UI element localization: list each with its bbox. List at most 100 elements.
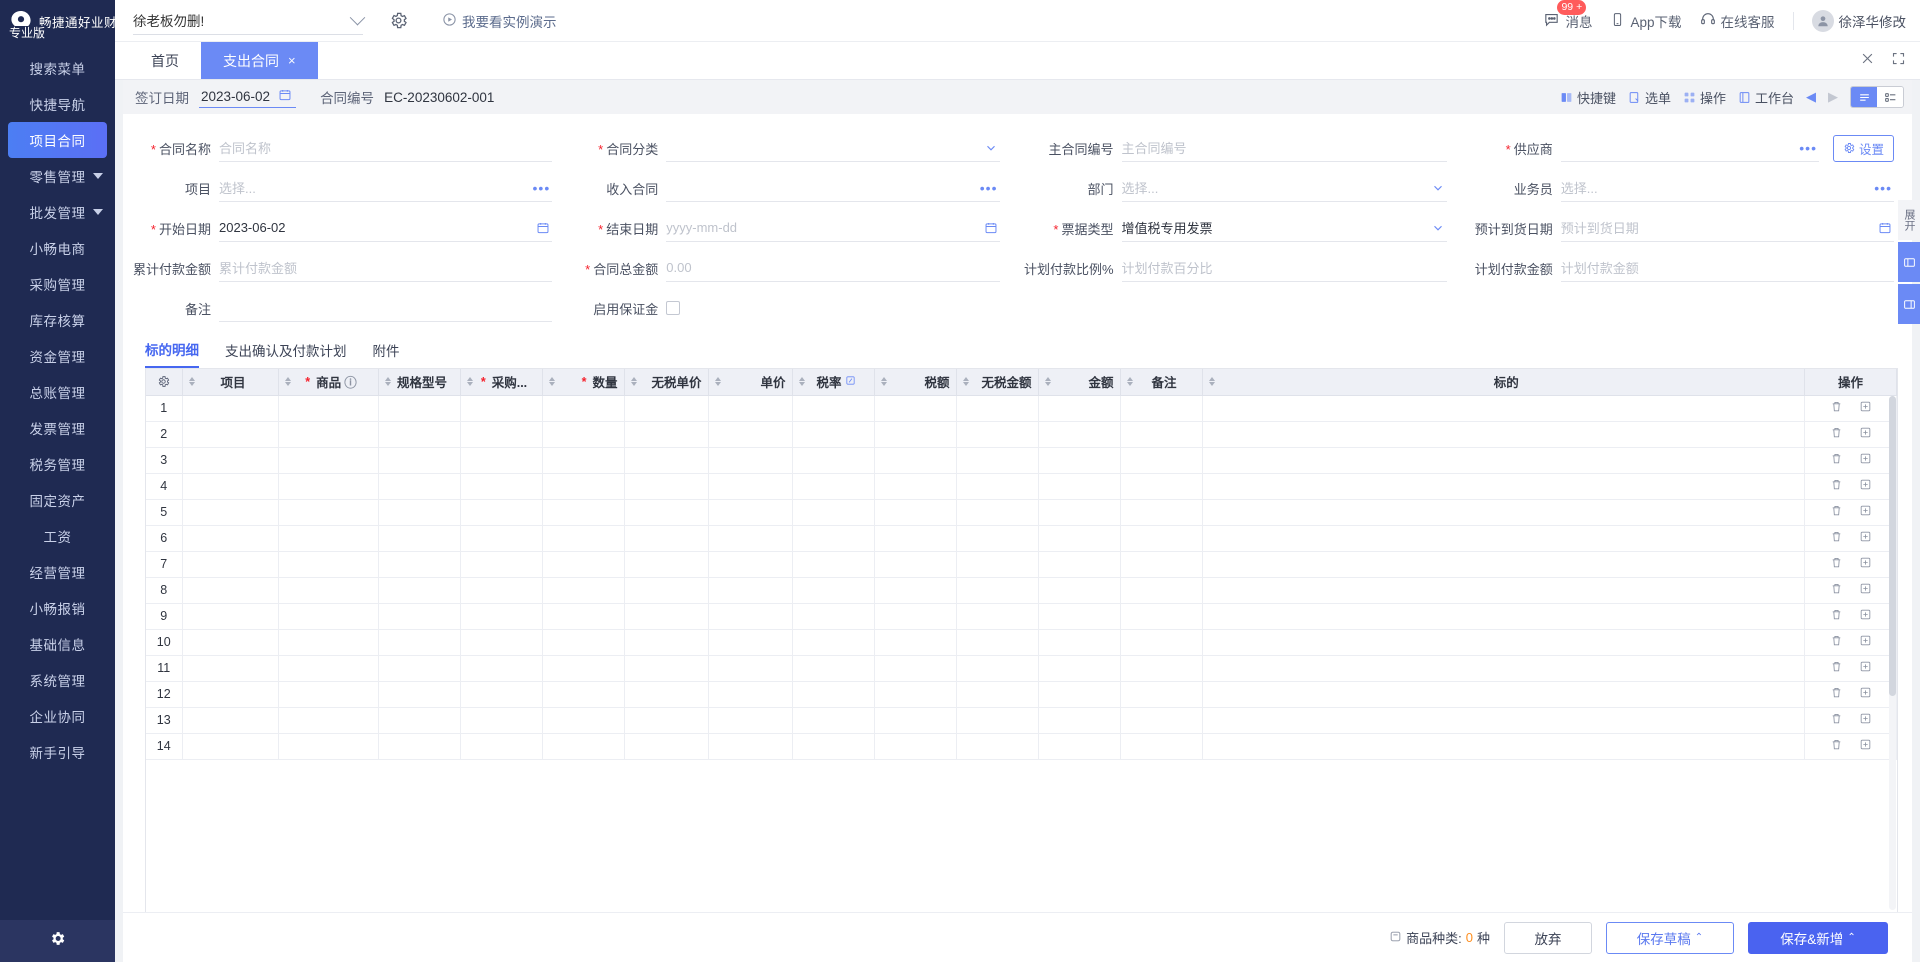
sidebar-item-inventory[interactable]: 库存核算 bbox=[8, 302, 107, 338]
table-cell[interactable] bbox=[1202, 447, 1805, 474]
table-cell[interactable] bbox=[1038, 551, 1121, 578]
table-cell[interactable] bbox=[182, 629, 279, 656]
delete-icon[interactable] bbox=[1830, 712, 1843, 728]
table-cell[interactable] bbox=[542, 577, 625, 604]
table-cell[interactable] bbox=[956, 603, 1039, 630]
table-cell[interactable] bbox=[956, 551, 1039, 578]
list-view-icon[interactable] bbox=[1851, 87, 1877, 107]
table-cell[interactable] bbox=[624, 395, 709, 422]
table-cell[interactable] bbox=[956, 525, 1039, 552]
table-cell[interactable] bbox=[1038, 655, 1121, 682]
table-cell[interactable] bbox=[708, 421, 793, 448]
table-cell[interactable] bbox=[182, 473, 279, 500]
sidebar-settings-button[interactable] bbox=[0, 920, 115, 962]
table-row[interactable]: 7 bbox=[146, 551, 1897, 578]
table-cell[interactable] bbox=[542, 733, 625, 760]
tab-attachments[interactable]: 附件 bbox=[372, 343, 400, 359]
table-cell[interactable] bbox=[378, 551, 461, 578]
table-cell[interactable] bbox=[278, 421, 379, 448]
table-cell[interactable] bbox=[1202, 655, 1805, 682]
column-spec-model[interactable]: 规格型号 bbox=[378, 369, 461, 396]
table-cell[interactable] bbox=[278, 447, 379, 474]
add-row-icon[interactable] bbox=[1859, 738, 1872, 754]
table-cell[interactable] bbox=[708, 577, 793, 604]
sort-icon[interactable] bbox=[1126, 377, 1133, 387]
table-cell[interactable] bbox=[460, 551, 543, 578]
sidebar-item-ecommerce[interactable]: 小畅电商 bbox=[8, 230, 107, 266]
form-setting-button[interactable]: 设置 bbox=[1832, 134, 1894, 162]
table-cell[interactable] bbox=[1202, 577, 1805, 604]
table-cell[interactable] bbox=[708, 655, 793, 682]
add-row-icon[interactable] bbox=[1859, 452, 1872, 468]
table-row[interactable]: 2 bbox=[146, 421, 1897, 448]
demo-link[interactable]: 我要看实例演示 bbox=[442, 11, 557, 31]
table-cell[interactable] bbox=[1038, 499, 1121, 526]
sidepanel-label[interactable]: 展开 bbox=[1898, 200, 1920, 240]
sidebar-item-system[interactable]: 系统管理 bbox=[8, 662, 107, 698]
table-cell[interactable] bbox=[460, 733, 543, 760]
sidebar-item-guide[interactable]: 新手引导 bbox=[8, 734, 107, 770]
delete-icon[interactable] bbox=[1830, 452, 1843, 468]
help-icon[interactable]: ⓘ bbox=[344, 376, 357, 391]
add-row-icon[interactable] bbox=[1859, 504, 1872, 520]
table-cell[interactable] bbox=[378, 577, 461, 604]
save-draft-button[interactable]: 保存草稿 ⌃ bbox=[1606, 921, 1734, 954]
project-select[interactable]: 选择... ••• bbox=[219, 174, 553, 202]
table-cell[interactable] bbox=[278, 499, 379, 526]
table-row[interactable]: 12 bbox=[146, 681, 1897, 708]
column-subject[interactable]: 标的 bbox=[1202, 369, 1805, 396]
sort-icon[interactable] bbox=[548, 377, 555, 387]
table-cell[interactable] bbox=[1202, 707, 1805, 734]
table-cell[interactable] bbox=[182, 733, 279, 760]
table-cell[interactable] bbox=[182, 447, 279, 474]
column-remark[interactable]: 备注 bbox=[1120, 369, 1203, 396]
table-cell[interactable] bbox=[1038, 603, 1121, 630]
sort-icon[interactable] bbox=[188, 377, 195, 387]
table-cell[interactable] bbox=[708, 629, 793, 656]
table-cell[interactable] bbox=[956, 447, 1039, 474]
table-cell[interactable] bbox=[1202, 473, 1805, 500]
messages-button[interactable]: 消息 99 + bbox=[1543, 0, 1592, 31]
planned-payment-percent-input[interactable]: 计划付款百分比 bbox=[1121, 254, 1447, 282]
table-cell[interactable] bbox=[956, 577, 1039, 604]
table-cell[interactable] bbox=[182, 551, 279, 578]
table-cell[interactable] bbox=[708, 707, 793, 734]
table-cell[interactable] bbox=[542, 603, 625, 630]
operations-button[interactable]: 操作 bbox=[1683, 88, 1726, 107]
sidebar-item-invoice[interactable]: 发票管理 bbox=[8, 410, 107, 446]
table-cell[interactable] bbox=[378, 603, 461, 630]
sort-icon[interactable] bbox=[284, 377, 291, 387]
table-cell[interactable] bbox=[542, 655, 625, 682]
edit-icon[interactable] bbox=[845, 375, 856, 389]
add-row-icon[interactable] bbox=[1859, 582, 1872, 598]
tab-home[interactable]: 首页 bbox=[129, 42, 201, 79]
enable-deposit-checkbox[interactable] bbox=[666, 301, 681, 315]
table-row[interactable]: 9 bbox=[146, 603, 1897, 630]
delete-icon[interactable] bbox=[1830, 582, 1843, 598]
table-cell[interactable] bbox=[1120, 629, 1203, 656]
table-cell[interactable] bbox=[624, 655, 709, 682]
delete-icon[interactable] bbox=[1830, 634, 1843, 650]
table-cell[interactable] bbox=[792, 525, 875, 552]
table-cell[interactable] bbox=[1120, 499, 1203, 526]
column-tax-rate[interactable]: 税率 bbox=[792, 369, 875, 396]
table-cell[interactable] bbox=[624, 551, 709, 578]
table-cell[interactable] bbox=[1120, 577, 1203, 604]
contract-category-select[interactable] bbox=[666, 134, 1000, 162]
table-cell[interactable] bbox=[460, 473, 543, 500]
sidebar-item-purchase[interactable]: 采购管理 bbox=[8, 266, 107, 302]
table-cell[interactable] bbox=[708, 395, 793, 422]
table-cell[interactable] bbox=[278, 525, 379, 552]
sort-icon[interactable] bbox=[1208, 377, 1215, 387]
table-cell[interactable] bbox=[1202, 629, 1805, 656]
table-cell[interactable] bbox=[792, 655, 875, 682]
triangle-left-icon[interactable]: ◀ bbox=[1806, 89, 1816, 104]
sidebar-item-fixed-assets[interactable]: 固定资产 bbox=[8, 482, 107, 518]
column-purchase[interactable]: * 采购... bbox=[460, 369, 543, 396]
delete-icon[interactable] bbox=[1830, 686, 1843, 702]
table-cell[interactable] bbox=[378, 629, 461, 656]
collapse-icon[interactable] bbox=[1898, 284, 1920, 324]
table-cell[interactable] bbox=[542, 629, 625, 656]
table-cell[interactable] bbox=[278, 473, 379, 500]
column-settings[interactable] bbox=[146, 369, 183, 396]
